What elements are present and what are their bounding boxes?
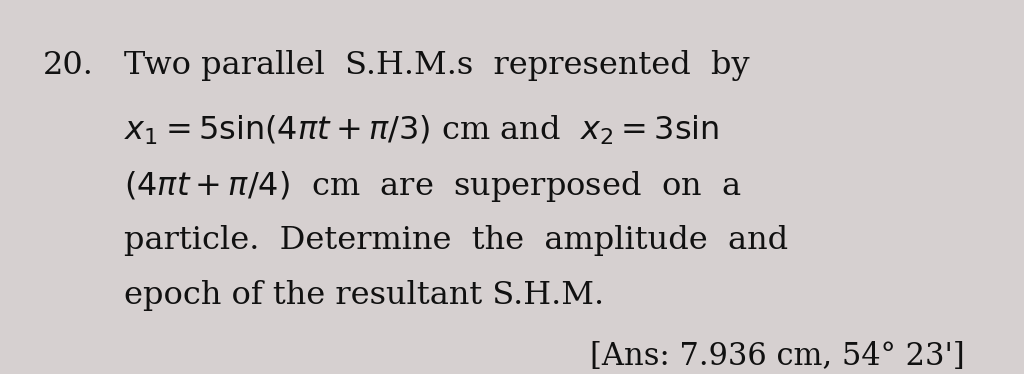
Text: [Ans: 7.936 cm, 54° 23']: [Ans: 7.936 cm, 54° 23']	[590, 341, 965, 372]
Text: Two parallel  S.H.M.s  represented  by: Two parallel S.H.M.s represented by	[124, 50, 750, 81]
Text: 20.: 20.	[43, 50, 93, 81]
Text: epoch of the resultant S.H.M.: epoch of the resultant S.H.M.	[124, 280, 604, 311]
Text: particle.  Determine  the  amplitude  and: particle. Determine the amplitude and	[124, 225, 787, 256]
Text: $(4\pi t + \pi/4)$  cm  are  superposed  on  a: $(4\pi t + \pi/4)$ cm are superposed on …	[124, 169, 741, 204]
Text: $x_1 = 5\sin(4\pi t + \pi/3)$ cm and  $x_2 = 3\sin$: $x_1 = 5\sin(4\pi t + \pi/3)$ cm and $x_…	[124, 113, 719, 147]
